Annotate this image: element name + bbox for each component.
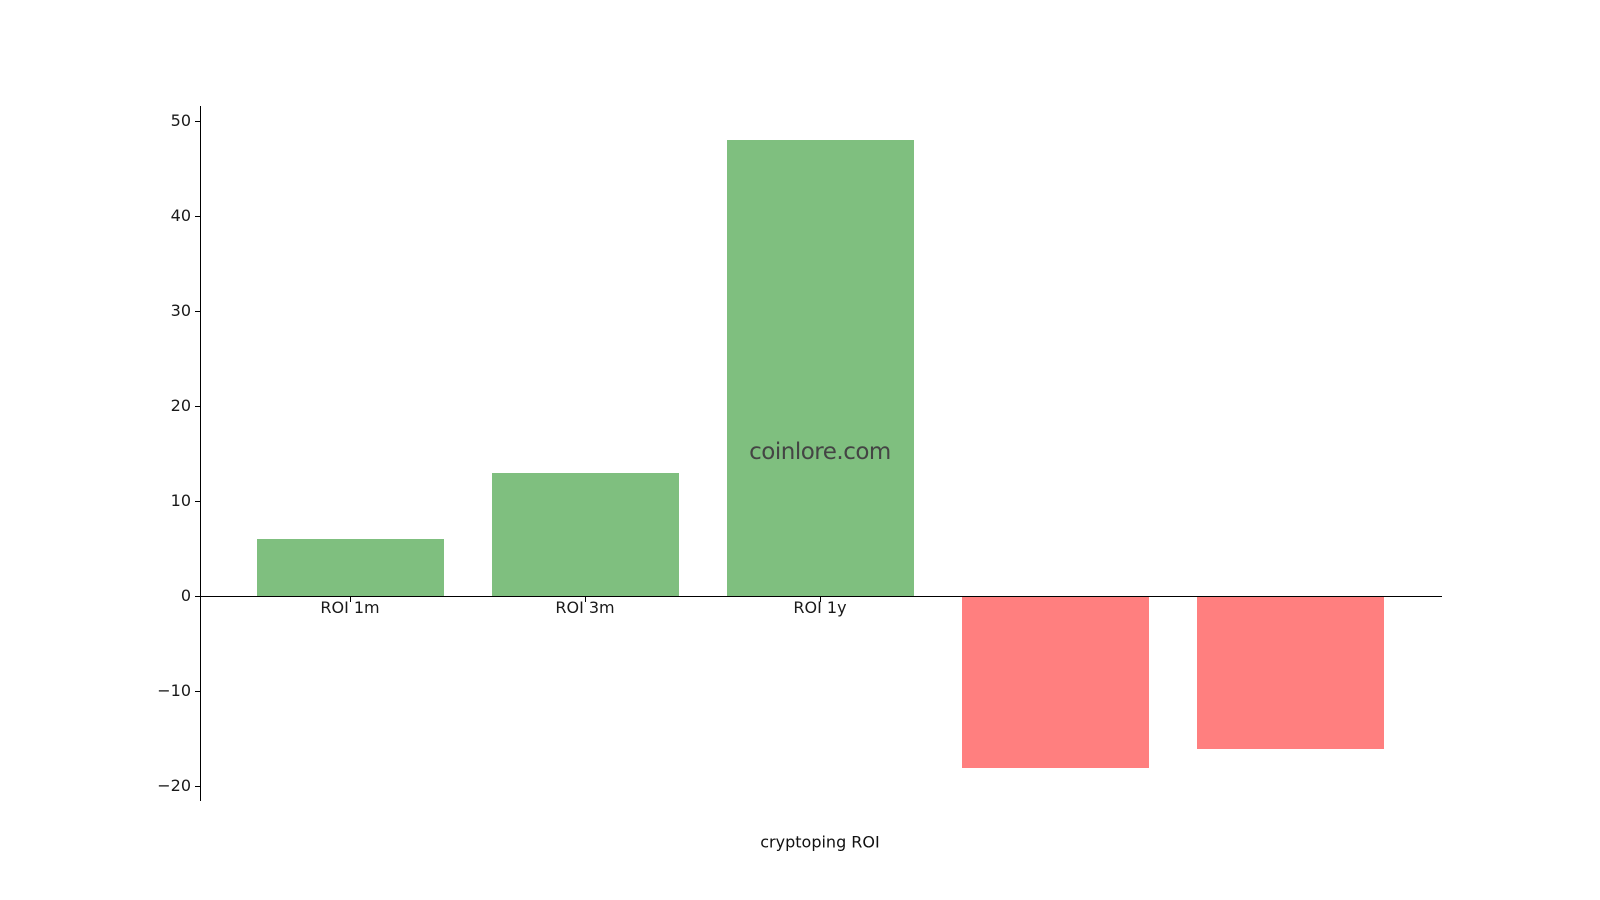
y-tick-label: −20 (157, 776, 191, 795)
y-tick (195, 501, 200, 502)
y-tick (195, 311, 200, 312)
bar-roi-1y (726, 140, 914, 596)
y-tick (195, 121, 200, 122)
y-tick-label: 30 (170, 301, 191, 320)
bar-bar-4 (961, 597, 1149, 768)
y-tick (195, 216, 200, 217)
watermark-text: coinlore.com (749, 439, 891, 465)
x-tick-label: ROI 1m (320, 598, 380, 617)
y-tick-label: 50 (170, 111, 191, 130)
y-tick (195, 786, 200, 787)
chart-title: cryptoping ROI (760, 832, 880, 852)
y-tick-label: 40 (170, 206, 191, 225)
y-tick-label: 10 (170, 491, 191, 510)
bar-bar-5 (1196, 597, 1384, 749)
x-tick-label: ROI 3m (555, 598, 615, 617)
x-tick-label: ROI 1y (793, 598, 847, 617)
y-tick-label: 20 (170, 396, 191, 415)
y-tick-label: −10 (157, 681, 191, 700)
y-tick (195, 406, 200, 407)
y-tick (195, 691, 200, 692)
bar-roi-3m (491, 472, 679, 596)
y-tick (195, 596, 200, 597)
x-tick (585, 597, 586, 602)
x-tick (820, 597, 821, 602)
x-tick (350, 597, 351, 602)
y-axis-line (200, 106, 201, 801)
x-axis-zero-line (200, 596, 1442, 597)
bar-roi-1m (256, 539, 444, 596)
y-tick-label: 0 (180, 586, 191, 605)
